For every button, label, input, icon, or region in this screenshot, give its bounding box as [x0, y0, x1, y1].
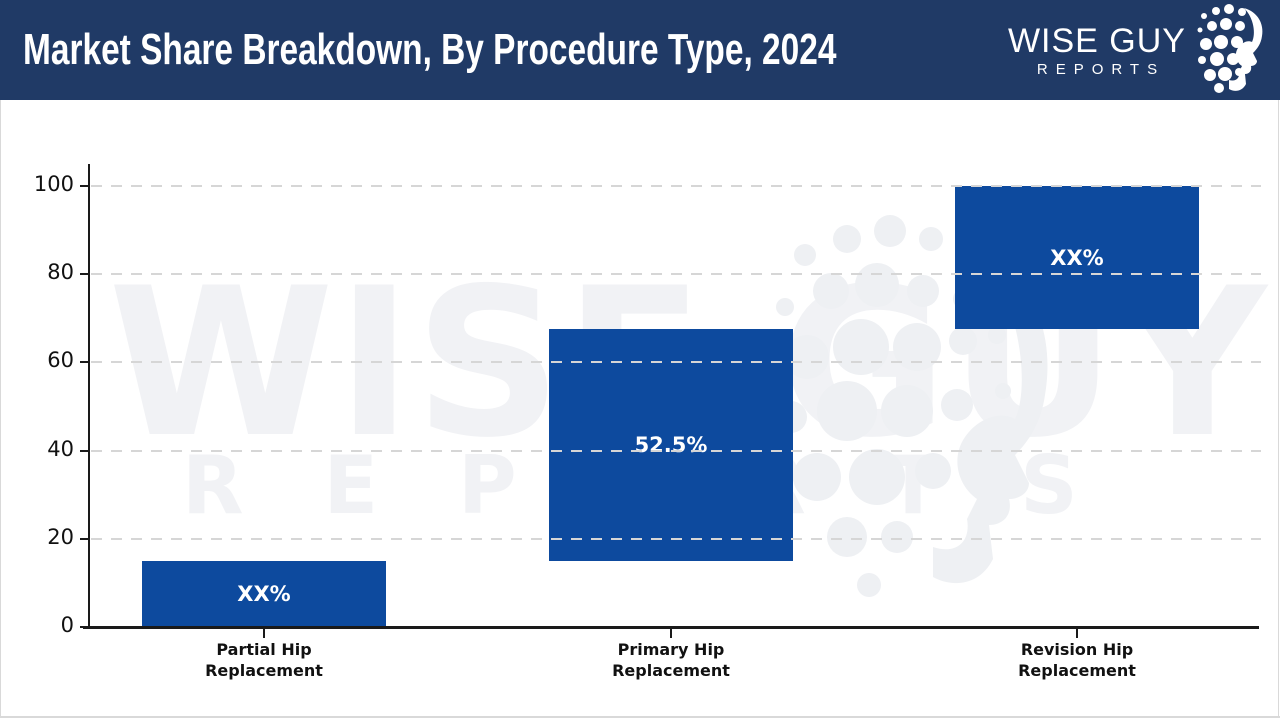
x-tick-mark-0 — [263, 629, 265, 638]
logo-text: WISE GUY REPORTS — [1008, 24, 1186, 77]
y-axis-line — [88, 164, 90, 629]
y-tick-mark-100 — [80, 185, 89, 187]
bottom-border-line — [0, 716, 1280, 718]
y-tick-label-80: 80 — [47, 260, 74, 285]
wise-guy-reports-logo: WISE GUY REPORTS — [1008, 0, 1266, 100]
plot-area: XX% 52.5% XX% Partial Hip Replacement Pr… — [0, 100, 1280, 720]
x-axis-label-primary-hip: Primary Hip Replacement — [612, 640, 730, 680]
x-tick-mark-2 — [1076, 629, 1078, 638]
y-tick-mark-20 — [80, 537, 89, 540]
x-tick-mark-1 — [670, 629, 672, 638]
y-tick-mark-60 — [80, 361, 89, 364]
gridline-40 — [91, 449, 1261, 452]
y-tick-label-60: 60 — [47, 348, 74, 373]
y-tick-label-0: 0 — [60, 613, 74, 637]
left-border-line — [0, 100, 1, 717]
bar-value-label: 52.5% — [634, 433, 708, 458]
bar-partial-hip-replacement[interactable]: XX% — [142, 560, 386, 627]
bar-value-label: XX% — [1050, 245, 1104, 270]
y-tick-label-40: 40 — [47, 436, 74, 461]
y-tick-label-20: 20 — [47, 524, 74, 549]
bar-primary-hip-replacement[interactable]: 52.5% — [549, 329, 793, 561]
bar-value-label: XX% — [237, 581, 291, 606]
logo-head-dots-icon — [1197, 4, 1263, 93]
logo-subtitle: REPORTS — [1036, 60, 1166, 78]
x-axis-line — [83, 626, 1259, 629]
chart-title: Market Share Breakdown, By Procedure Typ… — [23, 25, 837, 74]
gridline-60 — [91, 361, 1261, 364]
y-tick-mark-80 — [80, 273, 89, 276]
gridline-80 — [91, 273, 1261, 276]
right-border-line — [1278, 100, 1279, 717]
y-tick-label-100: 100 — [33, 172, 74, 196]
logo-wordmark: WISE GUY — [1007, 21, 1186, 60]
x-axis-label-revision-hip: Revision Hip Replacement — [1018, 640, 1136, 680]
gridline-20 — [91, 537, 1261, 540]
y-tick-mark-40 — [80, 449, 89, 452]
x-axis-label-partial-hip: Partial Hip Replacement — [205, 640, 323, 680]
y-tick-mark-0 — [80, 626, 89, 628]
gridline-100 — [91, 185, 1261, 187]
header-bar: Market Share Breakdown, By Procedure Typ… — [0, 0, 1280, 100]
bar-revision-hip-replacement[interactable]: XX% — [955, 186, 1199, 330]
